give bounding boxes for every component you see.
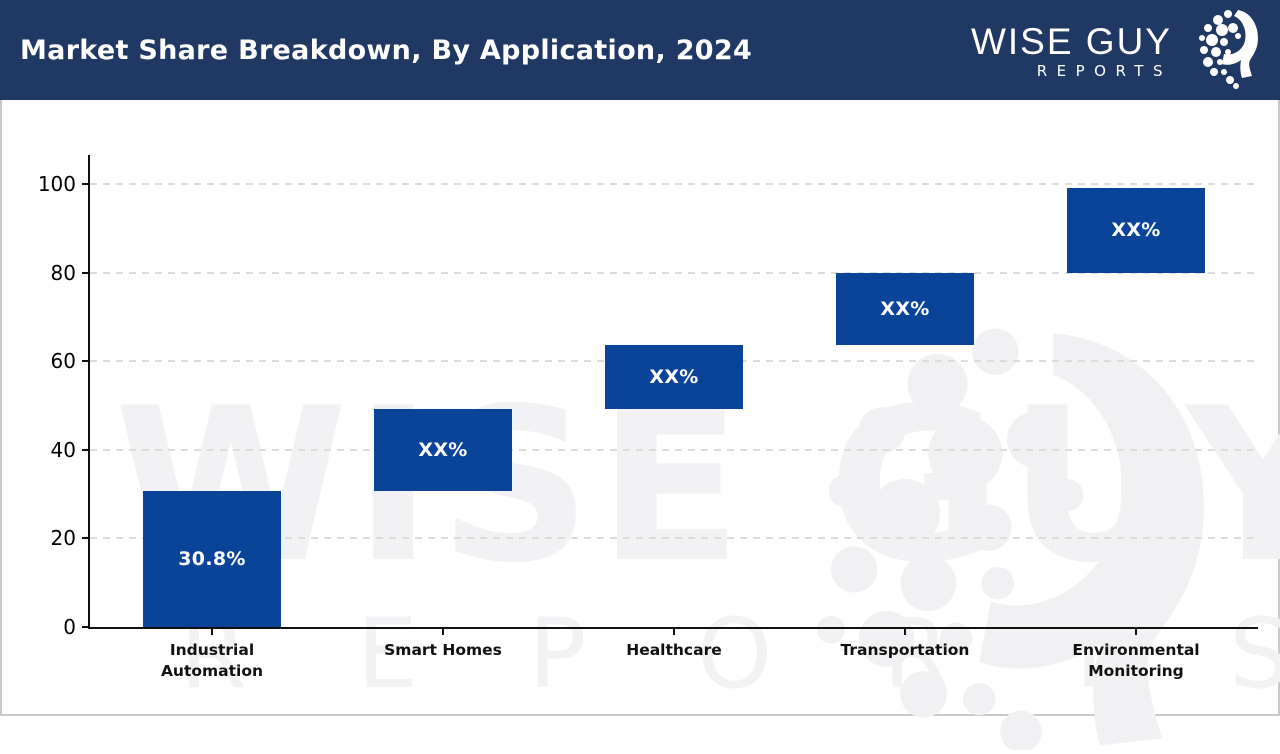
logo-wordmark: WISE GUY — [970, 21, 1172, 62]
y-tick-label: 60 — [50, 349, 76, 374]
category-label-environmental-monitoring: Environmental Monitoring — [1072, 641, 1200, 680]
y-tick-mark — [82, 448, 90, 451]
gridline-20 — [90, 537, 1258, 540]
x-tick-mark — [211, 627, 213, 635]
y-axis — [88, 155, 90, 627]
gridline-100 — [90, 183, 1258, 185]
category-label-smart-homes: Smart Homes — [384, 641, 502, 659]
wise-guy-logo: WISE GUY REPORTS — [971, 8, 1262, 94]
y-tick-mark — [82, 537, 90, 540]
bar-value-label: XX% — [418, 438, 468, 461]
bar-value-label: XX% — [1111, 219, 1161, 242]
logo-text: WISE GUY REPORTS — [971, 23, 1172, 79]
x-tick-mark — [1135, 627, 1137, 635]
y-tick-label: 80 — [50, 260, 76, 285]
x-tick-mark — [673, 627, 675, 635]
x-tick-mark — [442, 627, 444, 635]
y-tick-mark — [82, 626, 90, 628]
watermark-head-icon — [772, 310, 1242, 754]
y-tick-label: 20 — [50, 526, 76, 551]
gridline-80 — [90, 271, 1258, 274]
y-tick-label: 0 — [63, 615, 76, 639]
page-title: Market Share Breakdown, By Application, … — [20, 34, 753, 66]
logo-subtitle: REPORTS — [1036, 62, 1172, 80]
chart-canvas: WISE GUY R E P O R T S 0 20 40 60 80 100 30.8%… — [0, 100, 1280, 753]
y-tick-label: 40 — [50, 437, 76, 462]
header-bar: Market Share Breakdown, By Application, … — [0, 0, 1280, 100]
y-tick-mark — [82, 183, 90, 185]
bar-environmental-monitoring: XX% — [1067, 187, 1205, 274]
category-label-industrial-automation: Industrial Automation — [160, 641, 264, 680]
y-tick-label: 100 — [37, 172, 76, 196]
bar-healthcare: XX% — [605, 345, 743, 409]
dotted-head-icon — [1178, 6, 1262, 96]
bar-industrial-automation: 30.8% — [143, 490, 281, 627]
bar-transportation: XX% — [836, 273, 974, 346]
x-tick-mark — [904, 627, 906, 635]
y-tick-mark — [82, 360, 90, 363]
bar-value-label: 30.8% — [178, 547, 246, 570]
category-label-healthcare: Healthcare — [626, 641, 722, 659]
y-tick-mark — [82, 271, 90, 274]
gridline-40 — [90, 448, 1258, 451]
category-label-transportation: Transportation — [840, 641, 970, 659]
bar-smart-homes: XX% — [374, 408, 512, 491]
bar-value-label: XX% — [880, 298, 930, 321]
bar-value-label: XX% — [649, 365, 699, 388]
